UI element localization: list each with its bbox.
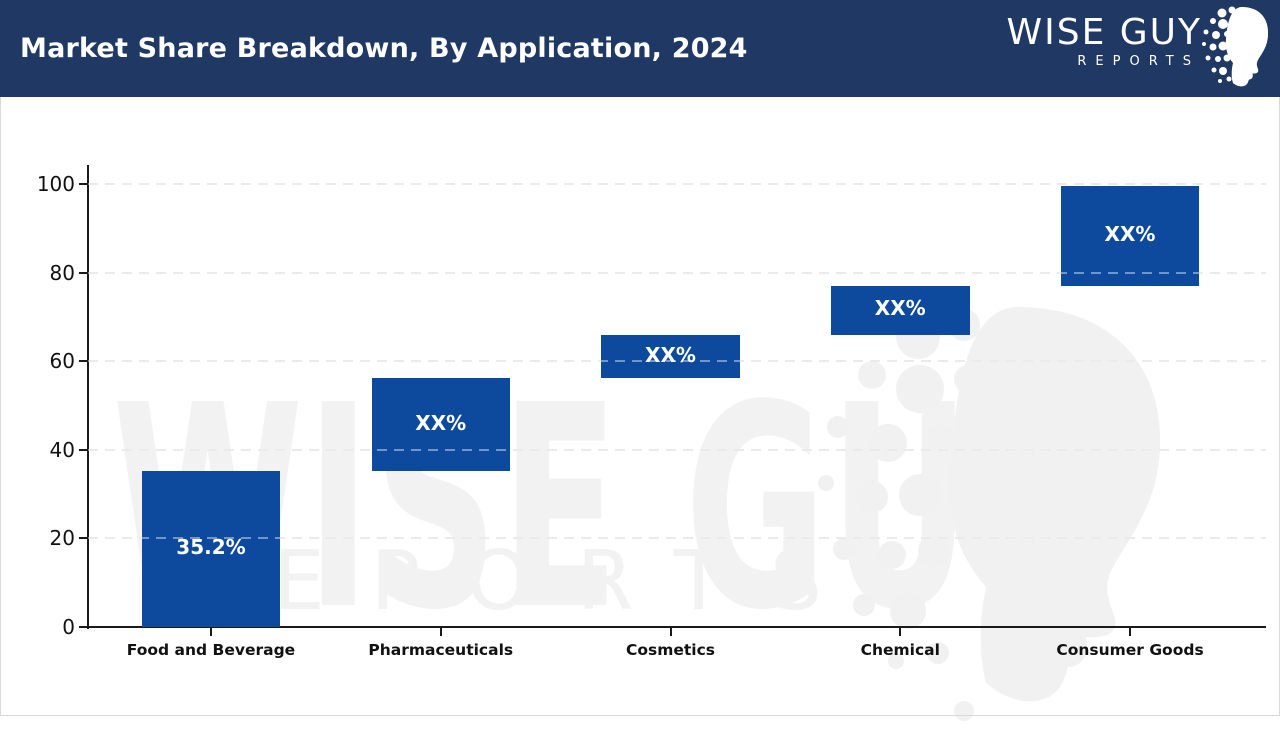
bar-value-label-pharmaceuticals: XX% (415, 410, 467, 435)
gridline-40 (88, 448, 1266, 451)
y-axis-tick-100 (79, 183, 87, 186)
header-bar: Market Share Breakdown, By Application, … (0, 0, 1280, 97)
bar-value-label-chemical: XX% (874, 296, 926, 321)
x-axis-label-chemical: Chemical (860, 641, 940, 659)
gridline-20 (88, 537, 1266, 540)
bar-chemical (831, 286, 970, 335)
gridline-overlay-80 (88, 271, 1266, 274)
x-axis-tick-pharmaceuticals (439, 628, 442, 636)
logo-wordmark: WISE GUY (1006, 12, 1202, 53)
x-axis-label-pharmaceuticals: Pharmaceuticals (368, 641, 514, 659)
x-axis-label-cosmetics: Cosmetics (625, 641, 716, 659)
bar-value-label-consumer-goods: XX% (1104, 222, 1156, 247)
gridline-overlay-60 (88, 360, 1266, 363)
y-axis-label-100: 100 (36, 172, 75, 197)
wise-guy-logo: WISE GUY REPORTS (1007, 0, 1272, 97)
y-axis-label-60: 60 (49, 349, 75, 374)
gridline-80 (88, 271, 1266, 274)
y-axis-tick-0 (79, 626, 87, 628)
wise-guy-face-icon (1202, 6, 1269, 87)
gridline-overlay-40 (88, 448, 1266, 451)
y-axis-tick-40 (79, 448, 87, 451)
x-axis-label-consumer-goods: Consumer Goods (1056, 641, 1204, 659)
x-axis-tick-chemical (899, 628, 902, 636)
page-title: Market Share Breakdown, By Application, … (20, 33, 748, 64)
x-axis-tick-cosmetics (669, 628, 672, 636)
gridline-100 (88, 183, 1266, 186)
gridline-overlay-20 (88, 537, 1266, 540)
bar-value-label-food-and-beverage: 35.2% (176, 535, 246, 560)
gridline-overlay-100 (88, 183, 1266, 186)
bar-consumer-goods (1060, 186, 1200, 287)
bar-cosmetics (601, 334, 740, 379)
y-axis-tick-20 (79, 537, 87, 540)
bar-value-label-cosmetics: XX% (645, 342, 696, 367)
y-axis-label-40: 40 (49, 437, 75, 462)
x-axis-tick-consumer-goods (1129, 628, 1131, 636)
x-axis-tick-food-and-beverage (210, 628, 212, 636)
logo-text: WISE GUY REPORTS (1006, 12, 1203, 70)
y-axis-line (87, 165, 89, 629)
y-axis-tick-80 (79, 271, 87, 274)
y-axis-tick-60 (79, 360, 87, 363)
bar-food-and-beverage (141, 471, 281, 627)
y-axis-label-0: 0 (62, 615, 75, 639)
page-left-border (0, 97, 1, 716)
y-axis-label-20: 20 (49, 526, 75, 551)
logo-subtitle: REPORTS (1077, 54, 1200, 69)
bar-pharmaceuticals (371, 378, 510, 472)
x-axis-label-food-and-beverage: Food and Beverage (126, 641, 296, 659)
x-axis-line (87, 626, 1266, 628)
watermark-face-icon (818, 307, 1161, 721)
y-axis-label-80: 80 (49, 260, 75, 285)
page-bottom-border (0, 715, 1280, 716)
